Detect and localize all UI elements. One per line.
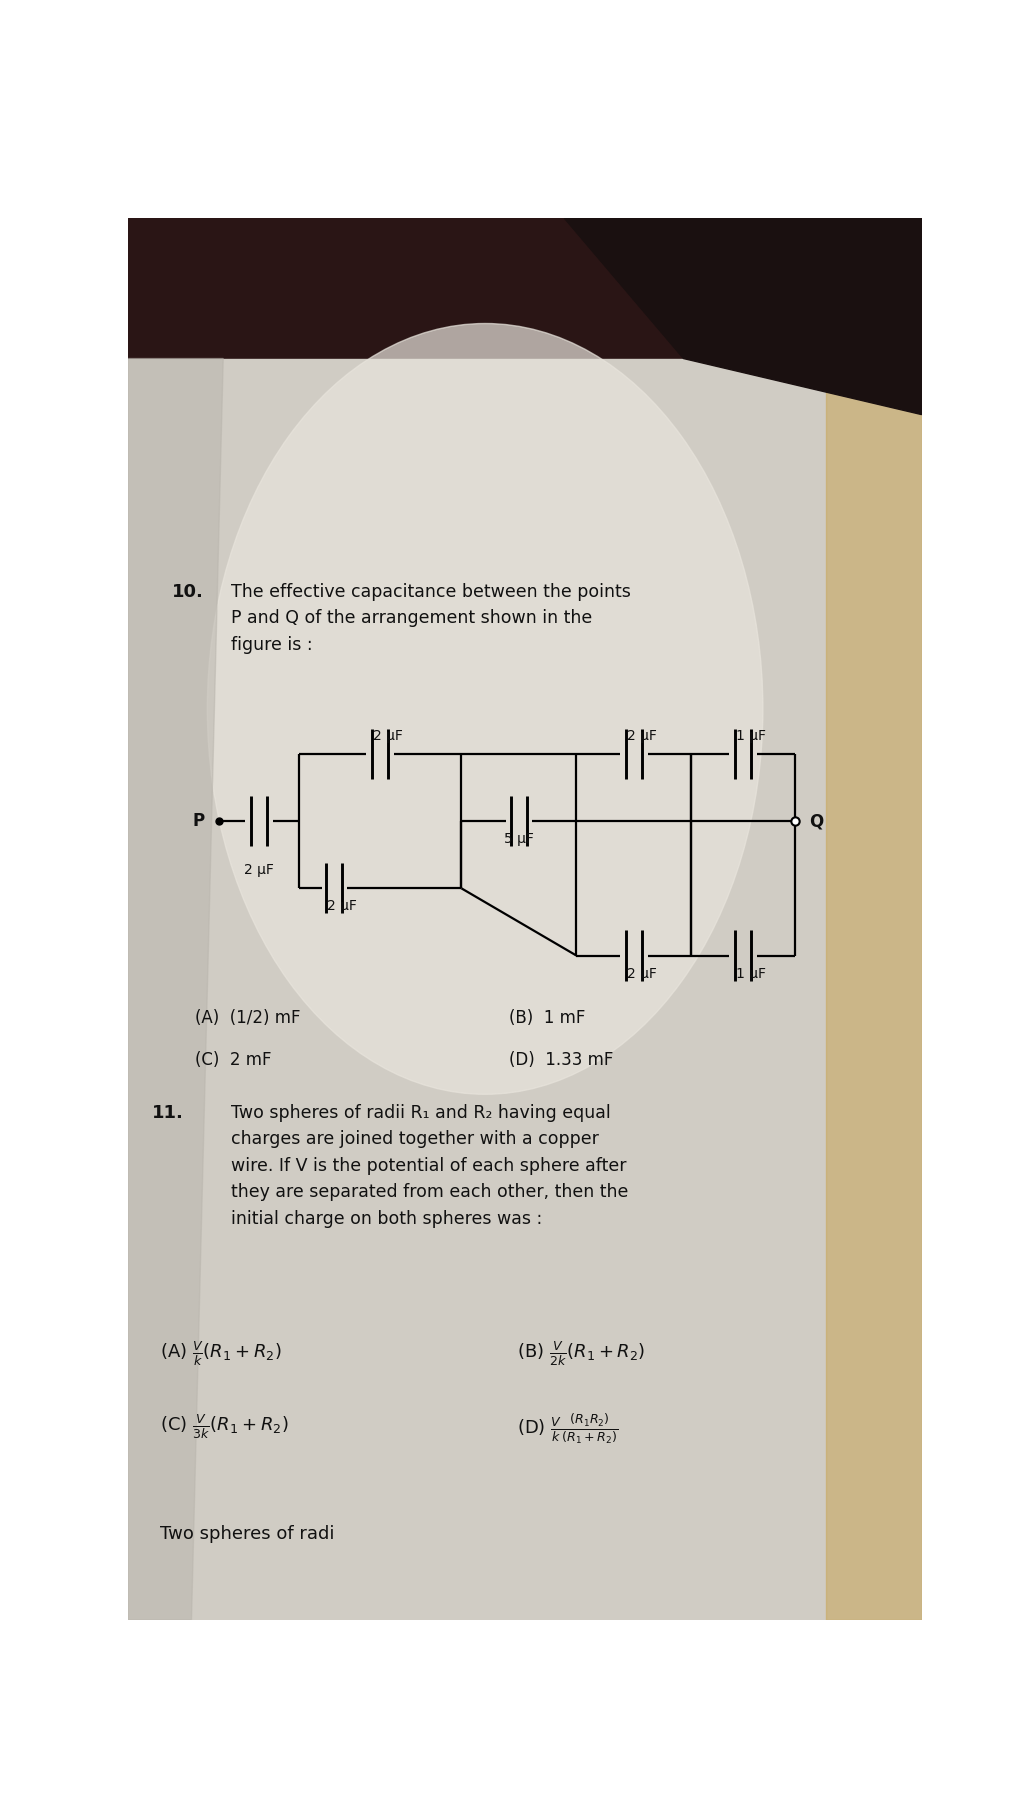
Text: 2 μF: 2 μF (328, 899, 357, 914)
Text: (B) $\frac{V}{2k}(R_1 + R_2)$: (B) $\frac{V}{2k}(R_1 + R_2)$ (517, 1340, 645, 1369)
Text: The effective capacitance between the points
P and Q of the arrangement shown in: The effective capacitance between the po… (231, 582, 631, 653)
Text: Two spheres of radii R₁ and R₂ having equal
charges are joined together with a c: Two spheres of radii R₁ and R₂ having eq… (231, 1105, 629, 1228)
Text: P: P (193, 812, 205, 830)
Text: 1 μF: 1 μF (736, 728, 766, 743)
Text: (D)  1.33 mF: (D) 1.33 mF (509, 1050, 613, 1068)
Bar (128, 218, 922, 386)
Text: Two spheres of radi: Two spheres of radi (160, 1525, 334, 1543)
Text: 11.: 11. (152, 1105, 183, 1123)
Text: 5 μF: 5 μF (504, 832, 534, 846)
Text: Q: Q (809, 812, 823, 830)
Polygon shape (826, 359, 922, 1620)
Text: (C)  2 mF: (C) 2 mF (196, 1050, 272, 1068)
Text: 10.: 10. (172, 582, 204, 601)
Text: 1 μF: 1 μF (736, 966, 766, 981)
Text: 2 μF: 2 μF (244, 863, 273, 877)
Text: 2 μF: 2 μF (627, 728, 656, 743)
Text: (A) $\frac{V}{k}(R_1 + R_2)$: (A) $\frac{V}{k}(R_1 + R_2)$ (160, 1340, 282, 1369)
Text: (D) $\frac{V}{k}\frac{(R_1R_2)}{(R_1+R_2)}$: (D) $\frac{V}{k}\frac{(R_1R_2)}{(R_1+R_2… (517, 1412, 618, 1447)
Ellipse shape (207, 324, 763, 1094)
Text: (B)  1 mF: (B) 1 mF (509, 1008, 586, 1026)
Text: 2 μF: 2 μF (627, 966, 656, 981)
Polygon shape (564, 218, 922, 415)
Polygon shape (128, 359, 223, 1620)
Text: (C) $\frac{V}{3k}(R_1 + R_2)$: (C) $\frac{V}{3k}(R_1 + R_2)$ (160, 1412, 289, 1441)
Text: 2 μF: 2 μF (373, 728, 402, 743)
Text: (A)  (1/2) mF: (A) (1/2) mF (196, 1008, 301, 1026)
